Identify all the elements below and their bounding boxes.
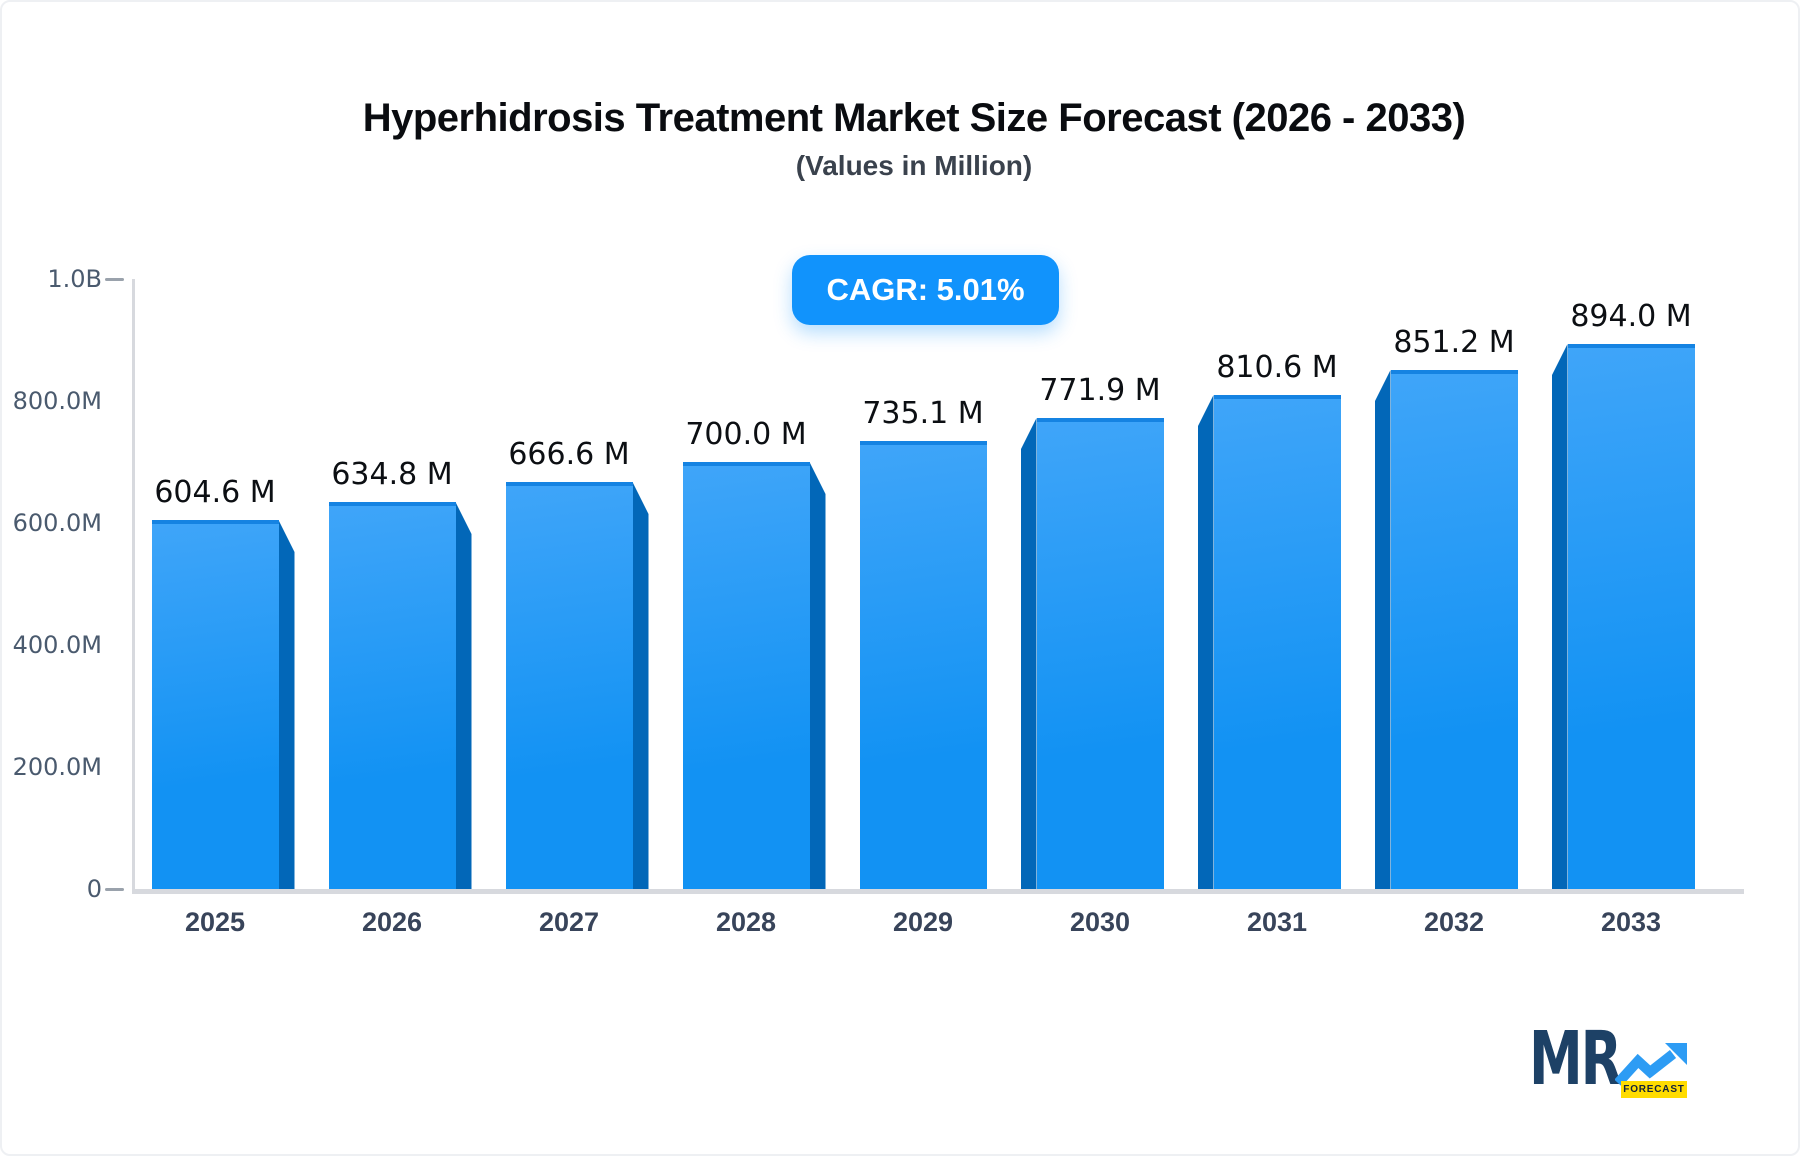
bar-2029	[859, 441, 987, 889]
logo-trend-arrow-icon	[1615, 1043, 1687, 1086]
bar-2030	[1036, 418, 1164, 889]
bar-side-face-2028	[809, 462, 826, 889]
plot-area: 604.6 M 2025 634.8 M 2026 666.6 M 2027 700.0 M…	[132, 279, 1744, 937]
bar-value-label: 894.0 M	[1570, 299, 1692, 334]
bar-2032	[1390, 370, 1518, 889]
bar-2031	[1213, 395, 1341, 889]
bar-value-label: 851.2 M	[1393, 325, 1515, 360]
bar-side-face-2026	[455, 502, 472, 889]
bar-2027	[505, 482, 633, 889]
y-axis-tick-label: 200.0M	[12, 753, 102, 781]
bar-value-label: 634.8 M	[331, 457, 453, 492]
bar-side-face-2025	[278, 520, 295, 889]
y-axis-tick-label: 0	[86, 875, 102, 903]
x-axis-label-2027: 2027	[538, 907, 600, 937]
x-axis-label-2030: 2030	[1069, 907, 1131, 937]
y-axis-tick-mark	[105, 278, 124, 281]
bar-value-label: 735.1 M	[862, 396, 984, 431]
x-axis-label-2028: 2028	[715, 907, 777, 937]
y-axis-tick-label: 600.0M	[12, 509, 102, 537]
bar-side-face-2027	[632, 482, 649, 889]
bar-value-label: 666.6 M	[508, 437, 630, 472]
bar-value-label: 700.0 M	[685, 417, 807, 452]
y-axis-tick-label: 400.0M	[12, 631, 102, 659]
cagr-badge-label: CAGR: 5.01%	[826, 272, 1025, 307]
bar-side-face-2032	[1374, 370, 1391, 889]
bar-2033	[1567, 344, 1695, 889]
x-axis-label-2029: 2029	[892, 907, 954, 937]
bar-2026	[328, 502, 456, 889]
x-axis-line	[132, 889, 1744, 894]
chart-subtitle: (Values in Million)	[795, 150, 1033, 181]
bar-value-label: 810.6 M	[1216, 350, 1338, 385]
y-axis-tick-label: 800.0M	[12, 387, 102, 415]
x-axis-label-2033: 2033	[1600, 907, 1662, 937]
bar-side-face-2031	[1197, 395, 1214, 889]
cagr-badge: CAGR: 5.01%	[792, 255, 1059, 325]
logo-forecast-text: FORECAST	[1621, 1081, 1687, 1098]
logo-mr-text: MR	[1529, 1016, 1622, 1102]
x-axis-label-2031: 2031	[1246, 907, 1308, 937]
bar-side-face-2030	[1020, 418, 1037, 889]
bar-value-label: 604.6 M	[154, 475, 276, 510]
chart-title: Hyperhidrosis Treatment Market Size Fore…	[362, 96, 1466, 140]
x-axis-label-2025: 2025	[184, 907, 246, 937]
bar-2025	[151, 520, 279, 889]
bar-value-label: 771.9 M	[1039, 373, 1161, 408]
y-axis-tick-mark	[105, 888, 124, 891]
x-axis-label-2026: 2026	[361, 907, 423, 937]
bar-side-face-2033	[1551, 344, 1568, 889]
y-axis-line	[132, 279, 135, 891]
mr-forecast-logo: MR FORECAST	[1529, 1022, 1699, 1110]
y-axis-tick-label: 1.0B	[47, 265, 102, 293]
bar-2028	[682, 462, 810, 889]
x-axis-label-2032: 2032	[1423, 907, 1485, 937]
